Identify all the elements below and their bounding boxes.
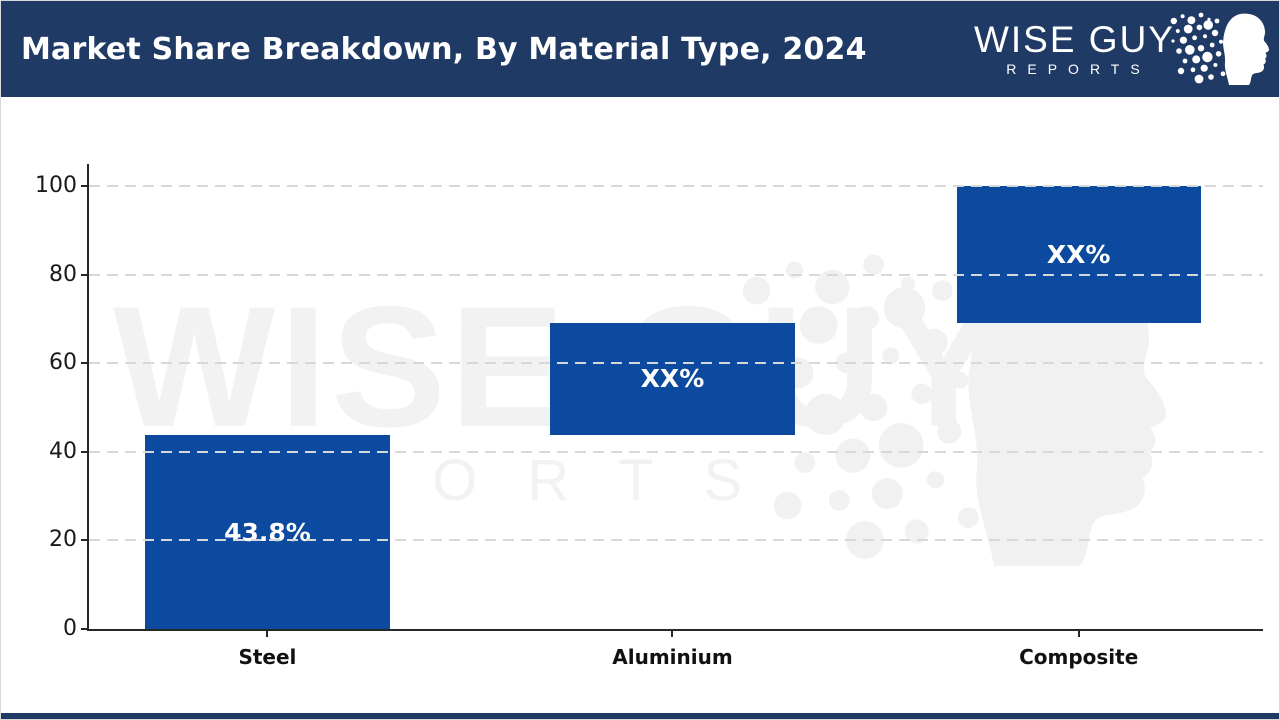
watermark-face-icon — [736, 239, 1166, 583]
bar-value-label-composite: XX% — [1046, 239, 1111, 269]
page-title: Market Share Breakdown, By Material Type… — [21, 31, 867, 67]
y-tick-label-100: 100 — [35, 173, 77, 199]
x-tickmark-aluminium — [671, 629, 674, 637]
y-tick-label-40: 40 — [49, 438, 77, 464]
y-tickmark-100 — [81, 185, 89, 188]
footer-accent-bar — [1, 713, 1279, 719]
bar-steel: 43.8% — [145, 435, 390, 629]
y-tickmark-60 — [81, 362, 89, 365]
bar-aluminium: XX% — [550, 322, 795, 436]
category-label-steel: Steel — [238, 645, 297, 669]
brand-logo: WISE GUY REPORTS — [974, 9, 1269, 89]
category-label-aluminium: Aluminium — [612, 645, 733, 669]
y-tickmark-0 — [81, 628, 89, 630]
gridline-20 — [89, 539, 1263, 542]
y-tick-label-0: 0 — [63, 616, 77, 641]
dotted-face-icon — [1169, 9, 1269, 89]
x-tickmark-composite — [1077, 629, 1080, 637]
x-tickmark-steel — [266, 629, 269, 637]
y-axis-spine — [87, 164, 89, 631]
gridline-80 — [89, 273, 1263, 276]
brand-subtitle: REPORTS — [1006, 61, 1151, 77]
bar-value-label-steel: 43.8% — [224, 517, 311, 547]
gridline-60 — [89, 362, 1263, 365]
y-tick-label-60: 60 — [49, 350, 77, 376]
bar-composite: XX% — [956, 186, 1201, 323]
y-tick-label-20: 20 — [49, 527, 77, 553]
gridline-40 — [89, 450, 1263, 453]
plot-area: 0 20 40 60 80 100 43.8% Steel XX% Aluminium XX% Com… — [35, 164, 1263, 669]
brand-text: WISE GUY REPORTS — [974, 21, 1175, 77]
y-tickmark-40 — [81, 450, 89, 453]
y-tick-label-80: 80 — [49, 261, 77, 287]
brand-name: WISE GUY — [973, 19, 1175, 60]
bar-value-label-aluminium: XX% — [640, 364, 705, 394]
gridline-100 — [89, 185, 1263, 188]
y-tickmark-20 — [81, 539, 89, 542]
y-tickmark-80 — [81, 273, 89, 276]
x-axis-spine — [87, 629, 1263, 631]
category-label-composite: Composite — [1019, 645, 1139, 669]
header-bar: Market Share Breakdown, By Material Type… — [1, 1, 1279, 97]
